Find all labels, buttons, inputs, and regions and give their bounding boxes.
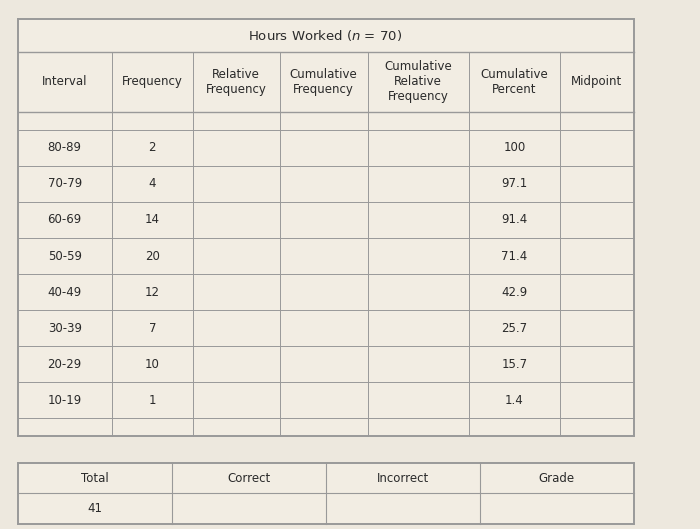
Text: 20-29: 20-29 [48, 358, 82, 371]
Text: Midpoint: Midpoint [571, 75, 622, 88]
Text: 2: 2 [148, 141, 156, 154]
Text: 20: 20 [145, 250, 160, 262]
Text: Relative
Frequency: Relative Frequency [206, 68, 267, 96]
Text: 91.4: 91.4 [501, 214, 528, 226]
Text: Cumulative
Percent: Cumulative Percent [481, 68, 548, 96]
Text: 71.4: 71.4 [501, 250, 528, 262]
FancyBboxPatch shape [18, 463, 634, 524]
Text: 1: 1 [148, 394, 156, 407]
Text: Incorrect: Incorrect [377, 471, 428, 485]
Text: 50-59: 50-59 [48, 250, 82, 262]
Text: 60-69: 60-69 [48, 214, 82, 226]
Text: Frequency: Frequency [122, 75, 183, 88]
Text: 7: 7 [148, 322, 156, 335]
Text: 25.7: 25.7 [501, 322, 528, 335]
Text: 30-39: 30-39 [48, 322, 82, 335]
Text: Grade: Grade [538, 471, 575, 485]
Text: 42.9: 42.9 [501, 286, 528, 298]
Text: 97.1: 97.1 [501, 177, 528, 190]
Text: 14: 14 [145, 214, 160, 226]
Text: 10-19: 10-19 [48, 394, 82, 407]
Text: 70-79: 70-79 [48, 177, 82, 190]
Text: Correct: Correct [227, 471, 270, 485]
Text: 100: 100 [503, 141, 526, 154]
Text: 40-49: 40-49 [48, 286, 82, 298]
Text: Cumulative
Relative
Frequency: Cumulative Relative Frequency [384, 60, 452, 103]
Text: 15.7: 15.7 [501, 358, 528, 371]
Text: 41: 41 [87, 502, 102, 515]
Text: 1.4: 1.4 [505, 394, 524, 407]
Text: Cumulative
Frequency: Cumulative Frequency [290, 68, 358, 96]
Text: 80-89: 80-89 [48, 141, 82, 154]
FancyBboxPatch shape [18, 19, 634, 436]
Text: Hours Worked ($n$ = 70): Hours Worked ($n$ = 70) [248, 28, 402, 42]
Text: Interval: Interval [42, 75, 88, 88]
Text: 10: 10 [145, 358, 160, 371]
Text: 4: 4 [148, 177, 156, 190]
Text: Total: Total [80, 471, 108, 485]
Text: 12: 12 [145, 286, 160, 298]
